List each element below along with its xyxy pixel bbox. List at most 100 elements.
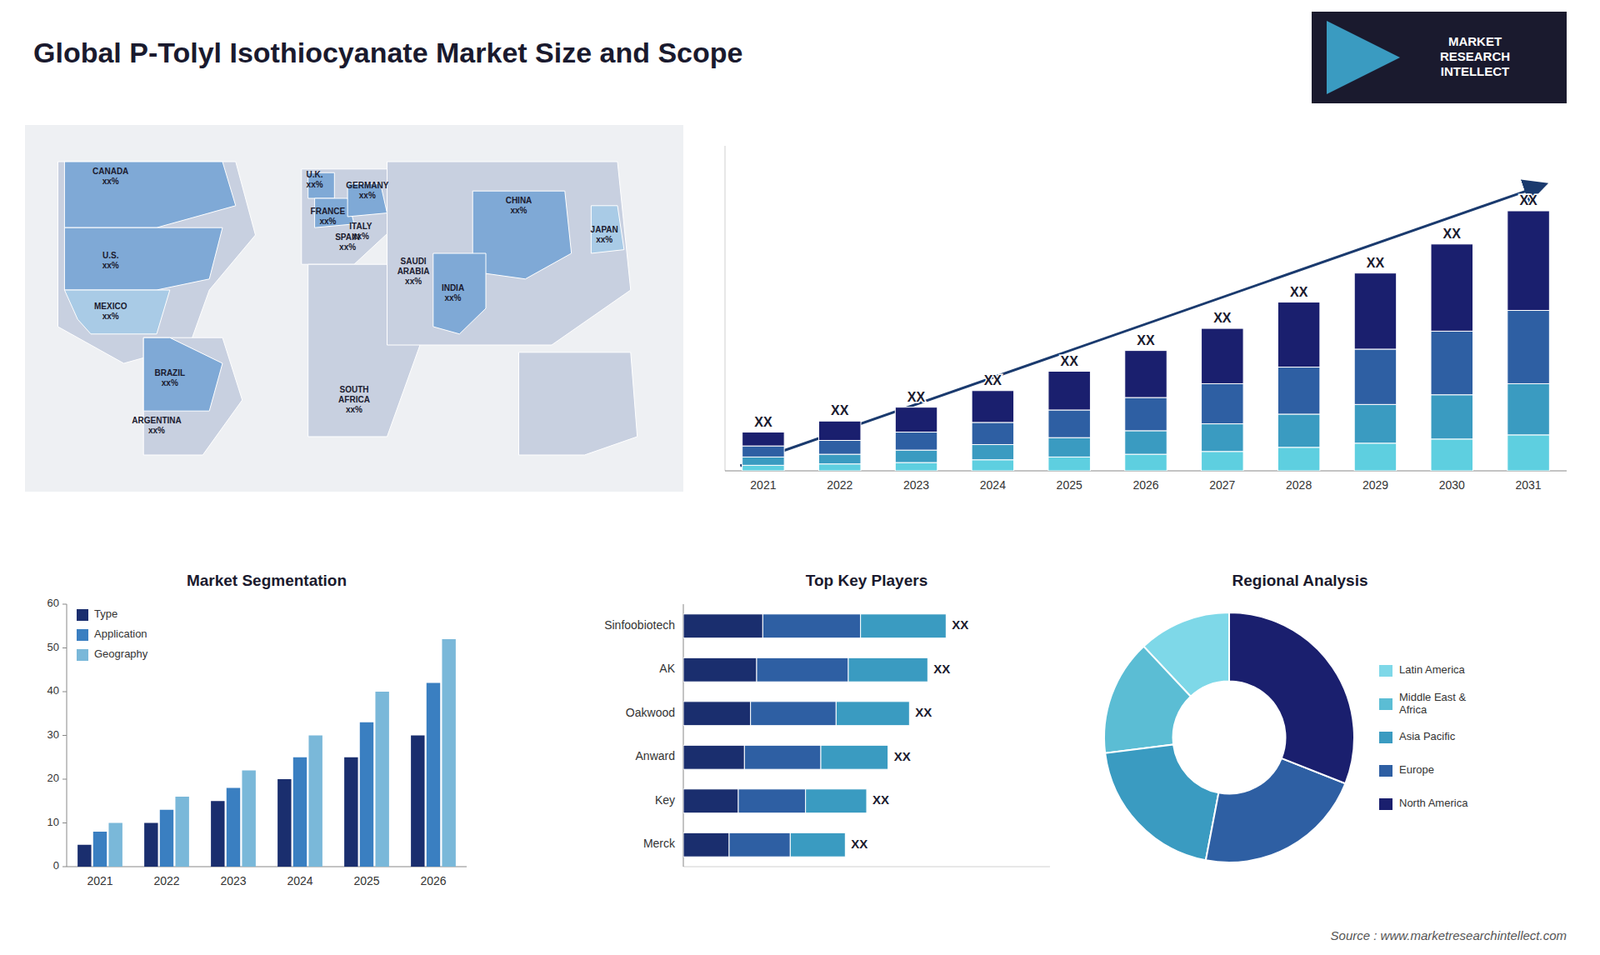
- category-label: 2024: [286, 874, 313, 888]
- tick-label: 0: [53, 859, 60, 872]
- bar: [738, 789, 806, 814]
- bar: [971, 390, 1015, 423]
- category-label: 2025: [353, 874, 380, 888]
- map-continent: [301, 169, 395, 265]
- map-label: FRANCExx%: [310, 206, 346, 226]
- category-label: 2029: [1362, 478, 1389, 492]
- bar: [441, 639, 455, 867]
- bar: [742, 465, 785, 471]
- map-background: [25, 125, 684, 492]
- bar: [1277, 302, 1320, 368]
- data-label: XX: [850, 836, 868, 851]
- bar: [683, 789, 739, 814]
- bar: [1354, 443, 1397, 471]
- bar: [895, 450, 938, 463]
- map-country: [64, 161, 235, 228]
- legend-swatch: [76, 609, 89, 621]
- text-line: xx%: [352, 230, 370, 240]
- legend-swatch: [76, 649, 89, 661]
- category-label: 2028: [1285, 478, 1312, 492]
- bar: [971, 422, 1015, 445]
- text-line: xx%: [102, 260, 120, 270]
- tick-mark: [62, 604, 67, 605]
- bar: [860, 614, 947, 639]
- bar: [277, 779, 291, 867]
- text-line: INTELLECT: [1440, 64, 1510, 79]
- legend-swatch: [1379, 765, 1393, 777]
- map-label: ITALYxx%: [349, 220, 373, 240]
- map-label: INDIAxx%: [441, 283, 465, 303]
- text-line: FRANCE: [310, 206, 346, 216]
- map-label: CANADAxx%: [92, 165, 129, 185]
- bar: [375, 691, 389, 867]
- bar: [848, 657, 928, 682]
- legend-label: Type: [94, 607, 118, 620]
- bar: [226, 788, 240, 868]
- text-line: ARABIA: [397, 266, 430, 276]
- text-line: BRAZIL: [154, 367, 185, 377]
- text-line: ITALY: [349, 220, 373, 230]
- legend-swatch: [1379, 665, 1393, 677]
- bar: [683, 657, 757, 682]
- bar: [762, 614, 860, 639]
- bar: [360, 722, 374, 867]
- category-label: 2021: [750, 478, 776, 492]
- tick-mark: [62, 866, 67, 868]
- bar: [895, 432, 938, 451]
- axis-line: [683, 866, 1050, 868]
- bar-chart: 2021202220232024202520262027202820292030…: [725, 145, 1567, 492]
- bar: [144, 823, 158, 868]
- bar: [683, 614, 763, 639]
- legend-label: Application: [94, 627, 148, 640]
- data-label: XX: [830, 403, 850, 418]
- bar: [742, 445, 785, 457]
- bar: [77, 845, 91, 867]
- data-label: XX: [984, 373, 1003, 388]
- axis-line: [66, 866, 467, 868]
- bar: [108, 823, 122, 868]
- bar: [1201, 424, 1245, 452]
- bar: [1507, 210, 1550, 310]
- bar: [895, 407, 938, 433]
- category-label: 2022: [826, 478, 853, 492]
- data-labels: XXXXXXXXXXXX: [850, 617, 969, 851]
- bar: [1277, 367, 1320, 415]
- text-line: xx%: [359, 190, 376, 200]
- text-line: xx%: [510, 205, 527, 215]
- trend-arrow: [740, 185, 1544, 466]
- axis-line: [683, 604, 685, 867]
- legend-swatch: [1379, 798, 1393, 810]
- legend: Latin AmericaMiddle East &AfricaAsia Pac…: [1379, 663, 1469, 810]
- legend-label: Middle East &Africa: [1399, 690, 1467, 716]
- bar: [683, 701, 751, 726]
- bar: [971, 460, 1015, 471]
- data-label: XX: [933, 661, 950, 676]
- map-continent: [387, 161, 631, 345]
- text-line: xx%: [306, 180, 324, 190]
- text-line: xx%: [444, 293, 461, 303]
- tick-label: 50: [47, 640, 60, 654]
- data-label: XX: [1213, 310, 1232, 325]
- category-label: 2022: [153, 874, 180, 888]
- bar: [818, 440, 861, 455]
- bar: [1125, 350, 1168, 398]
- text-line: AFRICA: [338, 395, 370, 405]
- category-label: Anward: [635, 749, 675, 763]
- map-country: [590, 205, 625, 254]
- plot-area: [683, 614, 946, 857]
- axis-line: [725, 145, 726, 471]
- tick-mark: [62, 779, 67, 780]
- category-label: Oakwood: [625, 705, 675, 720]
- tick-mark: [62, 691, 67, 693]
- data-label: XX: [872, 792, 890, 807]
- tick-label: 60: [47, 596, 60, 610]
- bar-chart: Market Segmentation010203040506020212022…: [47, 571, 467, 888]
- bar: [1048, 456, 1091, 471]
- bar: [971, 444, 1015, 460]
- data-label: XX: [894, 749, 911, 764]
- bar: [1507, 383, 1550, 435]
- bar: [1125, 397, 1168, 431]
- text-line: GERMANY: [345, 180, 389, 190]
- bar: [160, 810, 174, 867]
- map-continent: [143, 337, 243, 455]
